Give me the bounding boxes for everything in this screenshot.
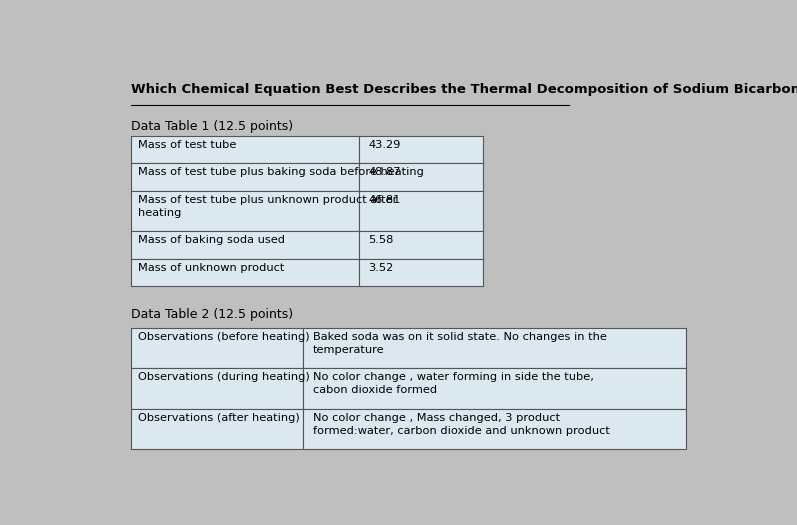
Bar: [131, 408, 304, 449]
Text: Data Table 2 (12.5 points): Data Table 2 (12.5 points): [131, 308, 292, 321]
Bar: [359, 259, 483, 286]
Text: No color change , Mass changed, 3 product
formed:water, carbon dioxide and unkno: No color change , Mass changed, 3 produc…: [312, 413, 610, 436]
Text: 5.58: 5.58: [368, 235, 394, 245]
Bar: [131, 191, 359, 231]
Text: Observations (before heating): Observations (before heating): [138, 332, 309, 342]
Text: Mass of test tube: Mass of test tube: [138, 140, 236, 150]
Bar: [131, 368, 304, 408]
Bar: [304, 368, 686, 408]
Text: Which Chemical Equation Best Describes the Thermal Decomposition of Sodium Bicar: Which Chemical Equation Best Describes t…: [131, 83, 797, 96]
Text: 48.87: 48.87: [368, 167, 401, 177]
Bar: [131, 136, 359, 163]
Text: 46.81: 46.81: [368, 195, 401, 205]
Bar: [131, 259, 359, 286]
Text: Baked soda was on it solid state. No changes in the
temperature: Baked soda was on it solid state. No cha…: [312, 332, 607, 355]
Bar: [359, 191, 483, 231]
Text: Mass of test tube plus baking soda before heating: Mass of test tube plus baking soda befor…: [138, 167, 424, 177]
Bar: [304, 408, 686, 449]
Text: Mass of baking soda used: Mass of baking soda used: [138, 235, 285, 245]
Bar: [131, 163, 359, 191]
Bar: [359, 231, 483, 259]
Bar: [359, 136, 483, 163]
Text: Mass of test tube plus unknown product after
heating: Mass of test tube plus unknown product a…: [138, 195, 397, 218]
Bar: [304, 328, 686, 368]
Text: Data Table 1 (12.5 points): Data Table 1 (12.5 points): [131, 120, 292, 133]
Text: Observations (during heating): Observations (during heating): [138, 372, 310, 382]
Text: No color change , water forming in side the tube,
cabon dioxide formed: No color change , water forming in side …: [312, 372, 594, 395]
Bar: [131, 231, 359, 259]
Text: Observations (after heating): Observations (after heating): [138, 413, 300, 423]
Text: 3.52: 3.52: [368, 262, 394, 272]
Bar: [359, 163, 483, 191]
Bar: [131, 328, 304, 368]
Text: 43.29: 43.29: [368, 140, 401, 150]
Text: Mass of unknown product: Mass of unknown product: [138, 262, 285, 272]
